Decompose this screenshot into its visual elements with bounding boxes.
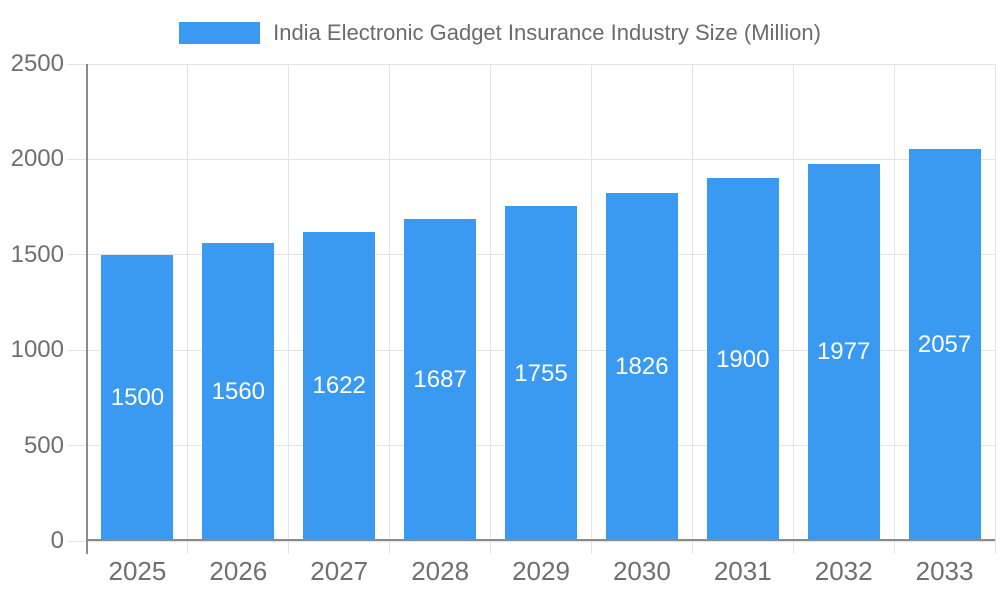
x-tick-label: 2030	[612, 556, 671, 586]
bar: 1977	[807, 163, 880, 541]
y-tick-label: 500	[23, 431, 64, 459]
x-tick-label: 2025	[108, 556, 167, 586]
bar-value-label: 1687	[413, 366, 467, 394]
x-gridline	[792, 64, 794, 541]
bar-value-label: 1500	[110, 383, 165, 411]
bar-value-label: 1900	[716, 345, 770, 373]
legend: India Electronic Gadget Insurance Indust…	[0, 20, 1000, 46]
bar: 1687	[404, 219, 477, 541]
y-tick-label: 1500	[10, 240, 64, 268]
bar-value-label: 1755	[514, 359, 568, 387]
x-tick-label: 2029	[512, 556, 570, 586]
x-axis-tick	[792, 541, 794, 554]
x-gridline	[187, 64, 189, 541]
x-tick-label: 2032	[814, 556, 873, 586]
x-axis-line	[87, 539, 995, 541]
legend-label: India Electronic Gadget Insurance Indust…	[273, 20, 821, 45]
y-gridline	[67, 63, 995, 65]
y-tick-label: 1000	[10, 336, 64, 364]
legend-swatch	[179, 22, 261, 44]
bar-value-label: 1622	[312, 372, 366, 400]
bar-value-label: 1826	[615, 352, 669, 380]
y-tick-label: 2500	[10, 50, 64, 77]
bar: 1560	[202, 243, 275, 541]
bar: 1622	[303, 231, 376, 541]
x-axis-tick	[288, 541, 290, 554]
x-tick-label: 2033	[915, 556, 974, 586]
y-gridline	[67, 540, 995, 542]
x-axis-tick	[893, 541, 895, 554]
y-tick-label: 0	[50, 527, 64, 554]
x-tick-label: 2028	[411, 556, 470, 586]
x-axis-tick	[187, 541, 189, 554]
x-tick-label: 2031	[713, 556, 772, 586]
x-gridline	[691, 64, 693, 541]
bar: 1755	[505, 206, 577, 541]
bar: 1826	[605, 192, 678, 541]
x-gridline	[590, 64, 592, 541]
x-gridline	[389, 64, 391, 541]
plot-area: 1500 1560 1622 1687 1755 1826 1900 1977 2057	[67, 63, 996, 554]
x-axis-tick	[590, 541, 592, 554]
x-gridline	[288, 64, 290, 541]
x-gridline	[893, 64, 895, 541]
x-axis-tick	[490, 541, 492, 554]
y-tick-label: 2000	[10, 145, 64, 173]
bar: 2057	[908, 148, 981, 541]
x-axis-tick	[691, 541, 693, 554]
x-gridline	[994, 64, 996, 541]
bar: 1900	[706, 178, 779, 541]
y-gridline	[67, 158, 995, 160]
bar-value-label: 2057	[917, 330, 972, 358]
x-tick-label: 2026	[209, 556, 268, 586]
bar-value-label: 1977	[816, 338, 871, 366]
x-axis-tick	[389, 541, 391, 554]
x-gridline	[490, 64, 492, 541]
bar: 1500	[101, 254, 174, 541]
bar-value-label: 1560	[211, 378, 266, 406]
x-tick-label: 2027	[310, 556, 369, 586]
y-axis-line	[86, 64, 88, 554]
x-axis-tick	[994, 541, 996, 554]
